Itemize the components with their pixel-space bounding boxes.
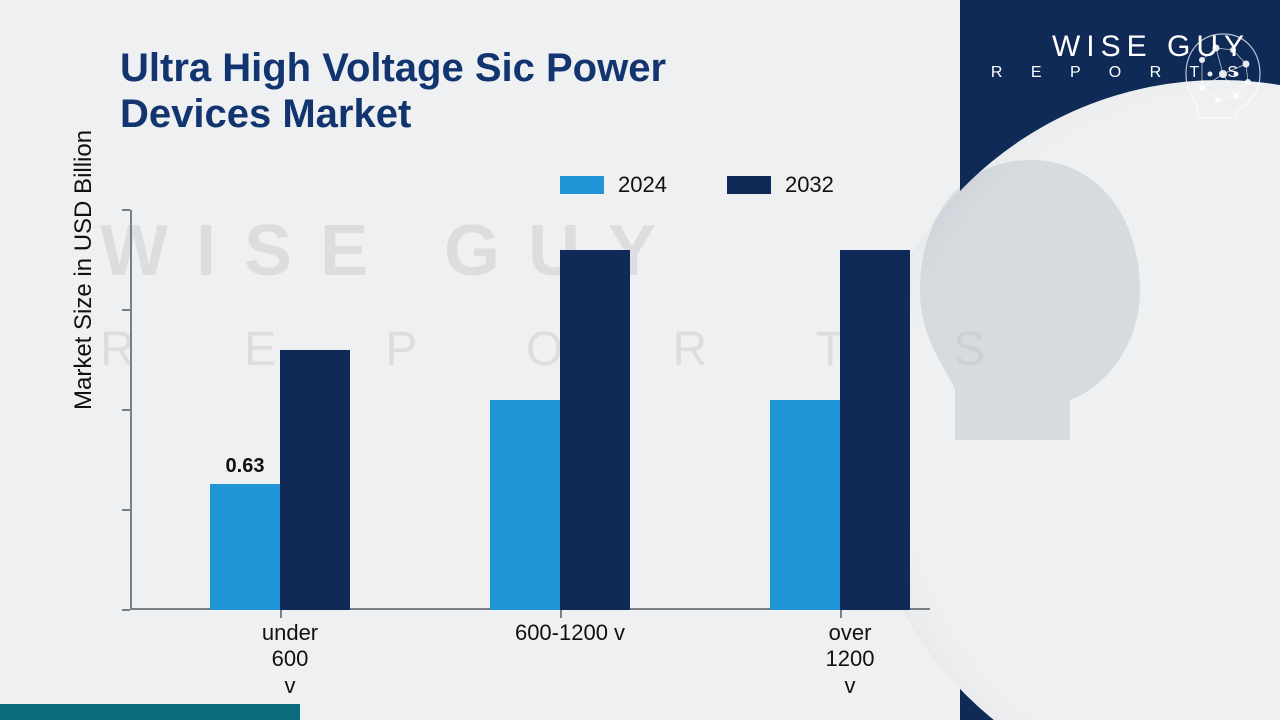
bottom-accent-bar	[0, 704, 300, 720]
y-tick	[122, 309, 130, 311]
category-label: under600v	[200, 620, 380, 699]
legend-label-2032: 2032	[785, 172, 834, 198]
legend-swatch-2024	[560, 176, 604, 194]
y-tick	[122, 209, 130, 211]
bar-2024	[210, 484, 280, 610]
x-tick	[280, 610, 282, 618]
legend: 2024 2032	[560, 172, 834, 198]
y-tick	[122, 609, 130, 611]
legend-item-2032: 2032	[727, 172, 834, 198]
legend-item-2024: 2024	[560, 172, 667, 198]
logo-line2: R E P O R T S	[991, 64, 1250, 82]
x-tick	[560, 610, 562, 618]
bar-2032	[840, 250, 910, 610]
plot-area: under600v600-1200 vover1200v0.63	[130, 210, 930, 610]
legend-swatch-2032	[727, 176, 771, 194]
chart-canvas: WISE GUY R E P O R T S WISE GUY R E P O …	[0, 0, 1280, 720]
chart-title: Ultra High Voltage Sic Power Devices Mar…	[120, 45, 820, 137]
x-tick	[840, 610, 842, 618]
bar-2024	[490, 400, 560, 610]
logo-line1: WISE GUY	[991, 30, 1250, 64]
y-axis	[130, 210, 132, 610]
y-tick	[122, 409, 130, 411]
bar-value-label: 0.63	[195, 455, 295, 478]
category-label: 600-1200 v	[480, 620, 660, 646]
category-label: over1200v	[760, 620, 940, 699]
y-tick	[122, 509, 130, 511]
legend-label-2024: 2024	[618, 172, 667, 198]
brand-logo: WISE GUY R E P O R T S	[991, 30, 1250, 82]
y-axis-label: Market Size in USD Billion	[70, 130, 98, 410]
bar-2024	[770, 400, 840, 610]
bar-2032	[560, 250, 630, 610]
bar-2032	[280, 350, 350, 610]
watermark-head-icon	[900, 150, 1160, 450]
